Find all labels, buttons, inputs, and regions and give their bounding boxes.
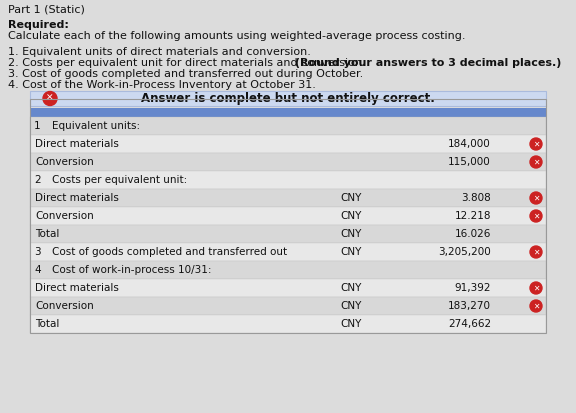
Text: Cost of work-in-process 10/31:: Cost of work-in-process 10/31:	[52, 265, 211, 275]
Text: CNY: CNY	[340, 211, 361, 221]
Text: CNY: CNY	[340, 319, 361, 329]
Text: Conversion: Conversion	[35, 211, 94, 221]
Text: 184,000: 184,000	[448, 139, 491, 149]
Text: CNY: CNY	[340, 283, 361, 293]
Bar	[30, 243, 546, 261]
Bar	[30, 171, 546, 189]
Text: ✕: ✕	[533, 247, 539, 256]
Text: 4. Cost of the Work-in-Process Inventory at October 31.: 4. Cost of the Work-in-Process Inventory…	[8, 80, 316, 90]
Text: 274,662: 274,662	[448, 319, 491, 329]
Text: 4: 4	[34, 265, 41, 275]
Text: 2: 2	[34, 175, 41, 185]
Circle shape	[530, 300, 542, 312]
Text: Cost of goods completed and transferred out: Cost of goods completed and transferred …	[52, 247, 287, 257]
Text: ✕: ✕	[533, 140, 539, 149]
Text: 3. Cost of goods completed and transferred out during October.: 3. Cost of goods completed and transferr…	[8, 69, 363, 79]
Circle shape	[43, 92, 57, 105]
Text: Total: Total	[35, 229, 59, 239]
Bar	[30, 117, 546, 135]
Circle shape	[530, 282, 542, 294]
Text: Required:: Required:	[8, 20, 69, 30]
Circle shape	[530, 156, 542, 168]
Bar	[30, 297, 546, 315]
Bar	[30, 99, 546, 333]
Text: 115,000: 115,000	[448, 157, 491, 167]
Text: 1: 1	[34, 121, 41, 131]
Text: Conversion: Conversion	[35, 157, 94, 167]
Text: CNY: CNY	[340, 247, 361, 257]
Text: CNY: CNY	[340, 301, 361, 311]
Text: Direct materials: Direct materials	[35, 139, 119, 149]
Text: 16.026: 16.026	[454, 229, 491, 239]
Text: Costs per equivalent unit:: Costs per equivalent unit:	[52, 175, 187, 185]
Text: 3: 3	[34, 247, 41, 257]
Text: 12.218: 12.218	[454, 211, 491, 221]
Bar	[30, 108, 546, 117]
Bar	[30, 207, 546, 225]
Bar	[30, 315, 546, 333]
Text: Part 1 (Static): Part 1 (Static)	[8, 5, 85, 15]
Text: Answer is complete but not entirely correct.: Answer is complete but not entirely corr…	[141, 92, 435, 105]
Bar	[30, 135, 546, 153]
Bar	[30, 225, 546, 243]
Circle shape	[530, 138, 542, 150]
Text: CNY: CNY	[340, 229, 361, 239]
Text: Conversion: Conversion	[35, 301, 94, 311]
Bar	[30, 91, 546, 106]
Text: 2. Costs per equivalent unit for direct materials and conversion.: 2. Costs per equivalent unit for direct …	[8, 58, 366, 68]
Circle shape	[530, 210, 542, 222]
Text: ✕: ✕	[46, 94, 54, 103]
Bar	[30, 261, 546, 279]
Text: 3.808: 3.808	[461, 193, 491, 203]
Bar	[30, 189, 546, 207]
Text: Direct materials: Direct materials	[35, 193, 119, 203]
Text: 183,270: 183,270	[448, 301, 491, 311]
Text: 91,392: 91,392	[454, 283, 491, 293]
Circle shape	[530, 192, 542, 204]
Text: 1. Equivalent units of direct materials and conversion.: 1. Equivalent units of direct materials …	[8, 47, 311, 57]
Text: 3,205,200: 3,205,200	[438, 247, 491, 257]
Text: Equivalent units:: Equivalent units:	[52, 121, 140, 131]
Bar	[30, 153, 546, 171]
Text: (Round your answers to 3 decimal places.): (Round your answers to 3 decimal places.…	[291, 58, 561, 68]
Text: Direct materials: Direct materials	[35, 283, 119, 293]
Text: ✕: ✕	[533, 194, 539, 202]
Text: ✕: ✕	[533, 211, 539, 221]
Text: Calculate each of the following amounts using weighted-average process costing.: Calculate each of the following amounts …	[8, 31, 465, 41]
Text: ✕: ✕	[533, 301, 539, 311]
Circle shape	[530, 246, 542, 258]
Bar	[30, 108, 546, 333]
Bar	[30, 279, 546, 297]
Text: ✕: ✕	[533, 283, 539, 292]
Text: Total: Total	[35, 319, 59, 329]
Text: CNY: CNY	[340, 193, 361, 203]
Text: ✕: ✕	[533, 157, 539, 166]
